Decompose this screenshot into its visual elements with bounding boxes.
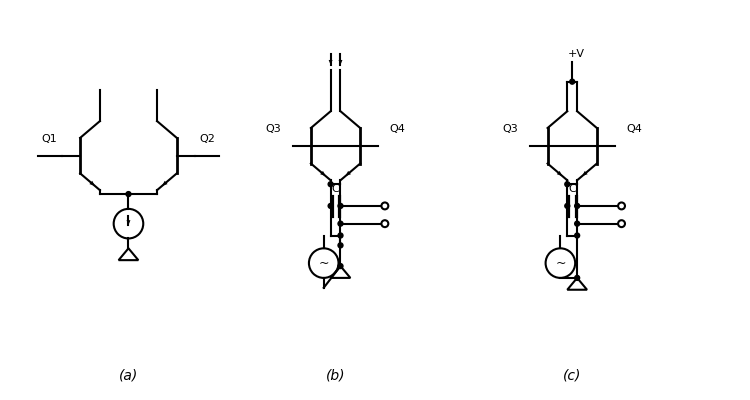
- Circle shape: [328, 204, 333, 208]
- Text: Q4: Q4: [390, 124, 406, 134]
- Text: Q1: Q1: [42, 134, 58, 144]
- Circle shape: [618, 220, 625, 227]
- Polygon shape: [328, 60, 332, 65]
- Polygon shape: [320, 171, 326, 176]
- Polygon shape: [582, 171, 587, 176]
- Circle shape: [565, 204, 570, 208]
- Circle shape: [338, 204, 343, 208]
- Polygon shape: [162, 181, 167, 186]
- Circle shape: [574, 204, 580, 208]
- Circle shape: [126, 192, 131, 196]
- Circle shape: [565, 182, 570, 187]
- Circle shape: [570, 79, 574, 84]
- Circle shape: [338, 233, 343, 238]
- Circle shape: [574, 233, 580, 238]
- Text: Q4: Q4: [626, 124, 642, 134]
- Circle shape: [382, 202, 388, 209]
- Circle shape: [382, 220, 388, 227]
- Circle shape: [618, 202, 625, 209]
- Text: (a): (a): [118, 368, 138, 382]
- Text: Q3: Q3: [266, 124, 281, 134]
- Circle shape: [338, 264, 343, 268]
- Text: ~: ~: [555, 257, 566, 270]
- Text: Q2: Q2: [200, 134, 215, 144]
- Text: ~: ~: [319, 257, 329, 270]
- Circle shape: [328, 182, 333, 187]
- Circle shape: [338, 221, 343, 226]
- Polygon shape: [556, 171, 562, 176]
- Circle shape: [574, 221, 580, 226]
- Text: (b): (b): [326, 368, 345, 382]
- Text: C: C: [332, 184, 340, 194]
- Text: Q3: Q3: [503, 124, 518, 134]
- Polygon shape: [338, 60, 343, 65]
- Text: (c): (c): [563, 368, 581, 382]
- Polygon shape: [346, 171, 351, 176]
- Circle shape: [574, 276, 580, 280]
- Polygon shape: [89, 181, 95, 186]
- Polygon shape: [127, 220, 130, 225]
- Circle shape: [338, 243, 343, 248]
- Text: +V: +V: [568, 49, 585, 59]
- Text: C: C: [568, 184, 576, 194]
